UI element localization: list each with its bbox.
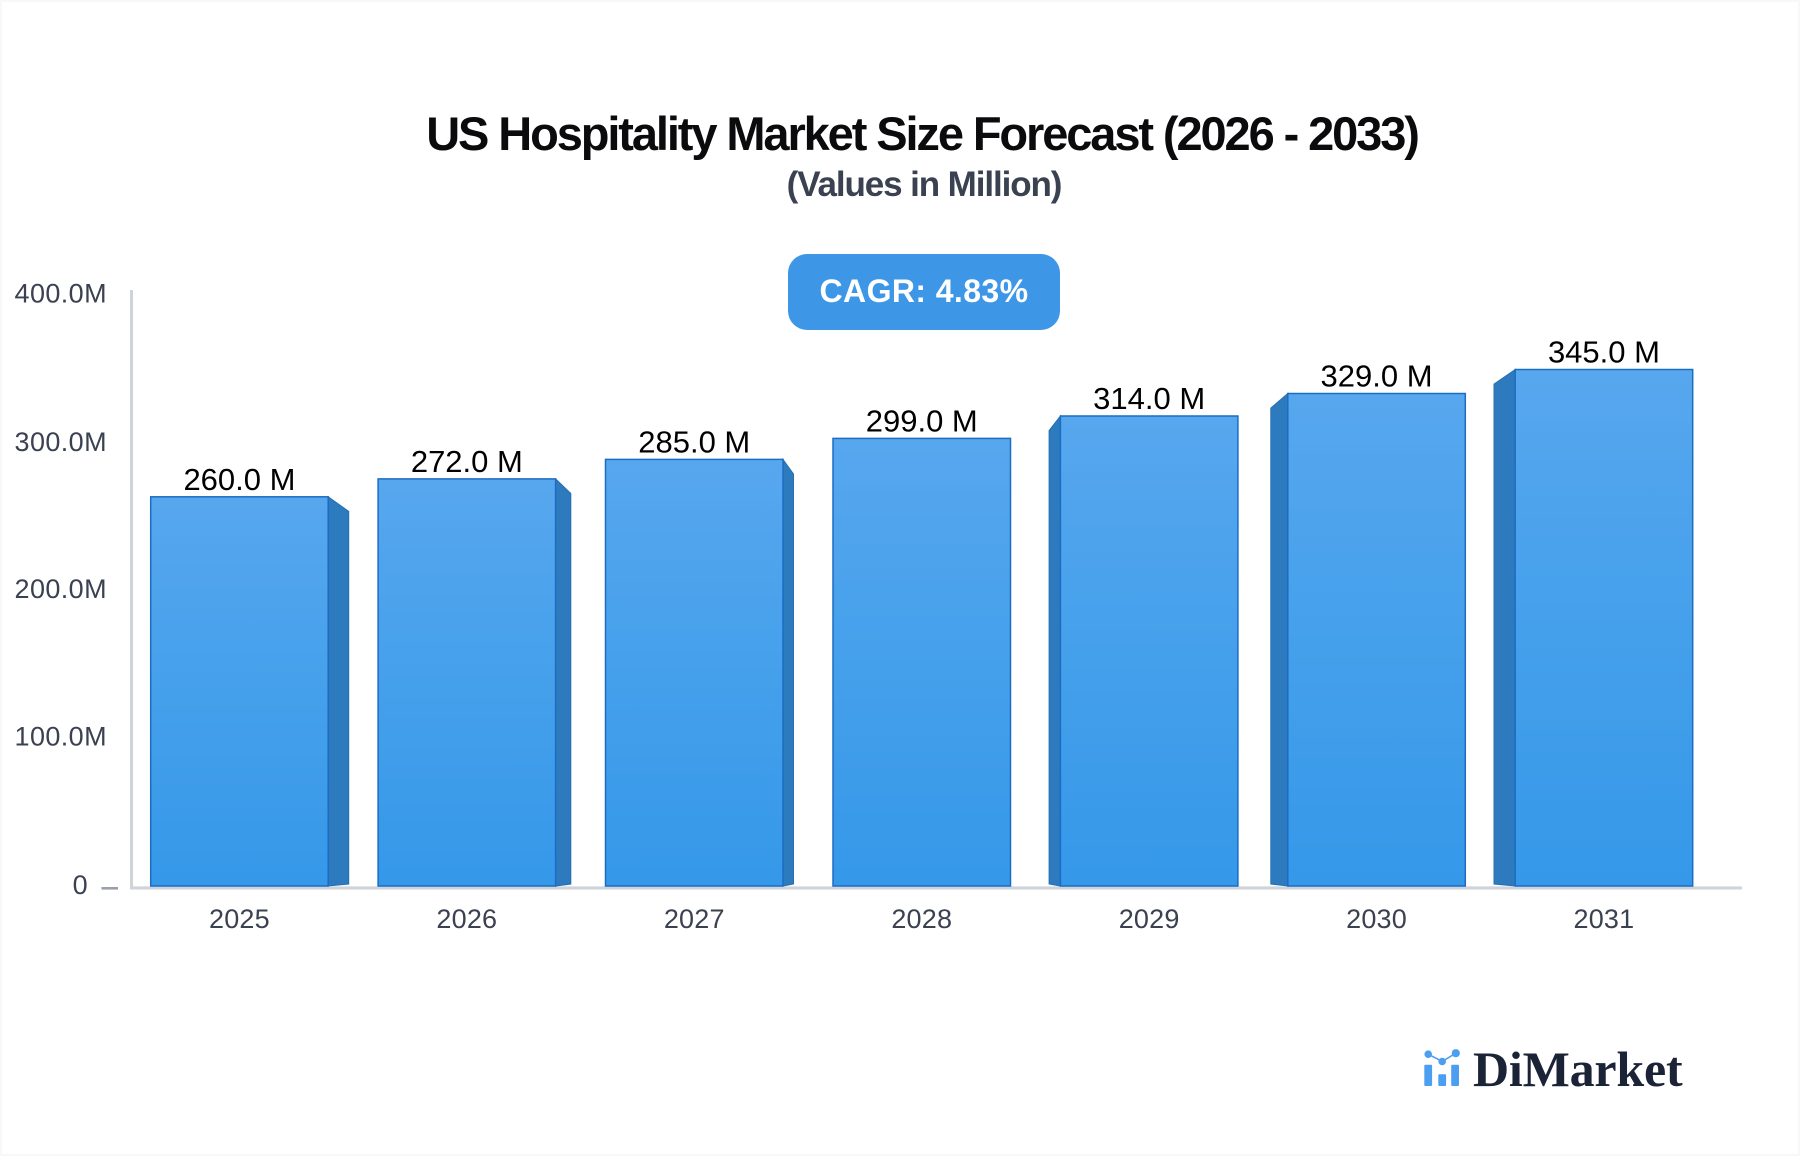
svg-text:2030: 2030 [1346,904,1407,934]
svg-text:DiMarket: DiMarket [1473,1041,1683,1097]
svg-text:US Hospitality Market Size For: US Hospitality Market Size Forecast (202… [426,107,1418,160]
svg-text:2028: 2028 [891,904,952,934]
svg-text:299.0 M: 299.0 M [866,403,978,438]
svg-text:2025: 2025 [209,904,270,934]
svg-text:CAGR: 4.83%: CAGR: 4.83% [820,273,1029,309]
svg-text:345.0 M: 345.0 M [1548,335,1660,370]
svg-text:(Values in Million): (Values in Million) [787,165,1062,204]
svg-text:0: 0 [73,870,88,900]
svg-text:2027: 2027 [664,904,725,934]
svg-text:2029: 2029 [1119,904,1180,934]
svg-text:314.0 M: 314.0 M [1093,381,1205,416]
svg-text:272.0 M: 272.0 M [411,444,523,479]
svg-text:100.0M: 100.0M [15,722,107,752]
svg-text:260.0 M: 260.0 M [183,462,295,497]
svg-text:2026: 2026 [436,904,497,934]
svg-text:300.0M: 300.0M [15,427,107,457]
svg-text:2031: 2031 [1574,904,1635,934]
svg-text:400.0M: 400.0M [15,279,107,309]
svg-text:285.0 M: 285.0 M [638,424,750,459]
svg-text:200.0M: 200.0M [15,574,107,604]
svg-text:329.0 M: 329.0 M [1321,359,1433,394]
